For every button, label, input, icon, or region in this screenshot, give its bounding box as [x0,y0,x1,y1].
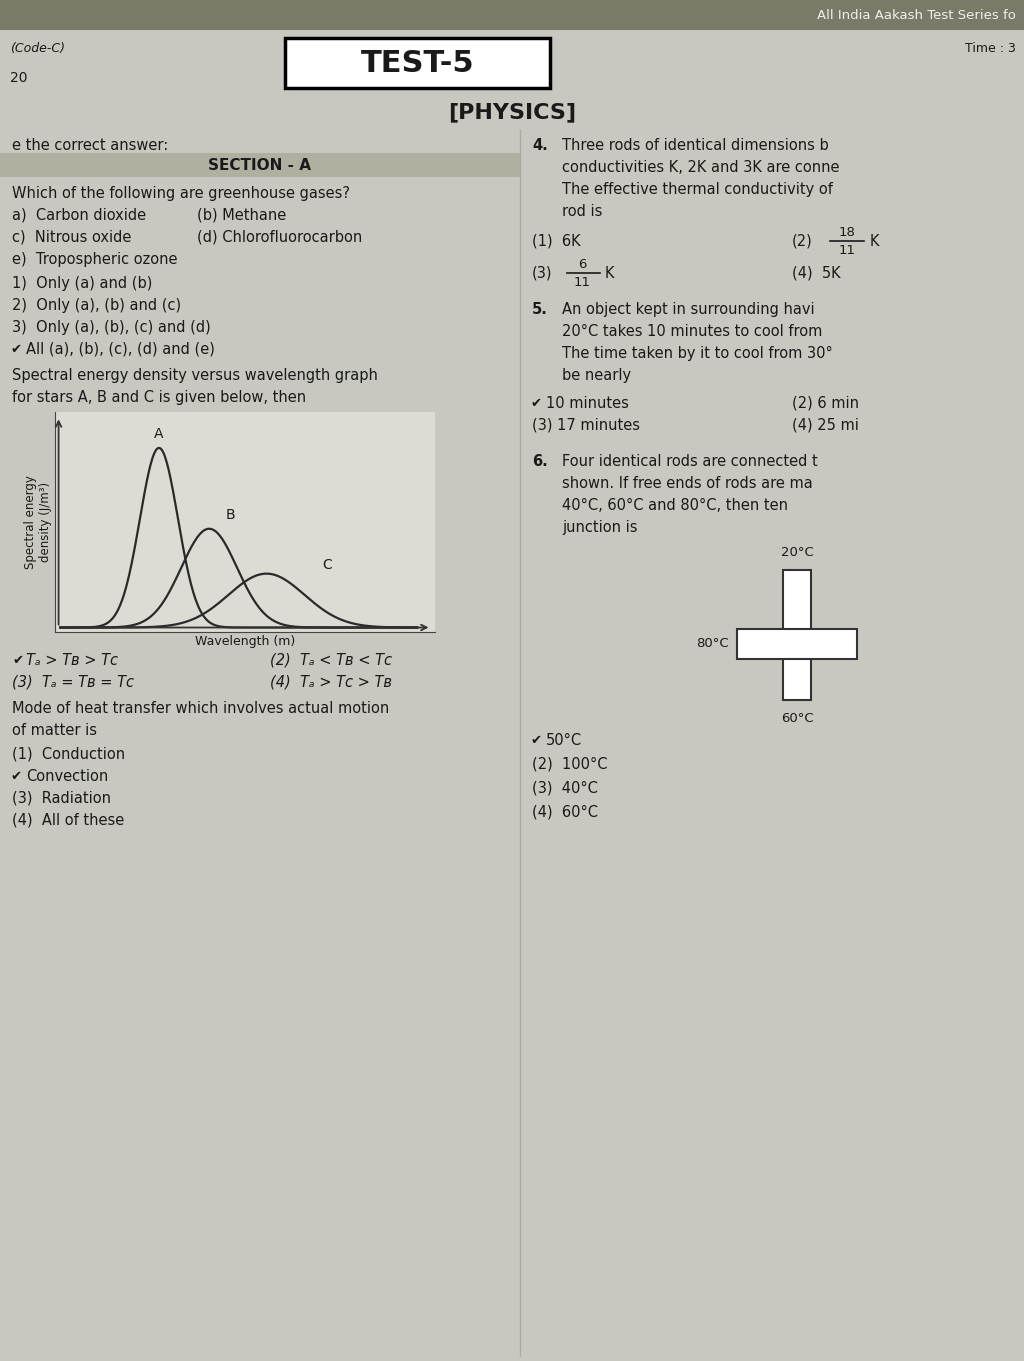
Text: Which of the following are greenhouse gases?: Which of the following are greenhouse ga… [12,185,350,200]
Text: Four identical rods are connected t: Four identical rods are connected t [562,453,818,468]
Text: (2)  100°C: (2) 100°C [532,757,607,772]
Text: 2)  Only (a), (b) and (c): 2) Only (a), (b) and (c) [12,298,181,313]
Text: e)  Tropospheric ozone: e) Tropospheric ozone [12,252,177,267]
Text: The time taken by it to cool from 30°: The time taken by it to cool from 30° [562,346,833,361]
Text: All (a), (b), (c), (d) and (e): All (a), (b), (c), (d) and (e) [26,342,215,357]
Text: 60°C: 60°C [781,712,813,724]
Text: (3)  40°C: (3) 40°C [532,780,598,795]
Text: (4)  60°C: (4) 60°C [532,804,598,819]
Text: shown. If free ends of rods are ma: shown. If free ends of rods are ma [562,475,813,490]
Text: 20°C: 20°C [781,546,814,558]
Text: (4) 25 mi: (4) 25 mi [792,418,859,433]
Text: (3): (3) [532,265,553,280]
Text: (1)  6K: (1) 6K [532,234,581,249]
Text: C: C [323,558,333,572]
Text: 18: 18 [839,226,855,238]
Text: TEST-5: TEST-5 [360,49,474,78]
Text: (1)  Conduction: (1) Conduction [12,746,125,762]
Text: 20: 20 [10,71,28,84]
Text: K: K [870,234,880,249]
Bar [0,0,1024,30]
Text: 50°C: 50°C [546,732,582,747]
Text: 11: 11 [839,244,855,256]
Text: Time : 3: Time : 3 [966,41,1016,54]
Text: ✔: ✔ [530,734,541,746]
Text: ✔: ✔ [530,396,541,410]
Text: Tₐ > Tв > Tᴄ: Tₐ > Tв > Tᴄ [26,652,118,667]
Text: e the correct answer:: e the correct answer: [12,137,168,152]
Text: Convection: Convection [26,769,109,784]
Text: (2): (2) [792,234,813,249]
Text: ✔: ✔ [10,769,22,783]
Text: 20°C takes 10 minutes to cool from: 20°C takes 10 minutes to cool from [562,324,822,339]
Text: 6: 6 [578,257,586,271]
X-axis label: Wavelength (m): Wavelength (m) [195,634,295,648]
Text: [PHYSICS]: [PHYSICS] [447,102,577,122]
Text: 11: 11 [573,275,591,289]
Text: Mode of heat transfer which involves actual motion: Mode of heat transfer which involves act… [12,701,389,716]
Text: 10 minutes: 10 minutes [546,396,629,411]
Text: junction is: junction is [562,520,638,535]
Text: An object kept in surrounding havi: An object kept in surrounding havi [562,302,815,317]
Text: 40°C, 60°C and 80°C, then ten: 40°C, 60°C and 80°C, then ten [562,498,788,513]
Text: (b) Methane: (b) Methane [197,207,287,222]
Text: 5.: 5. [532,302,548,317]
Text: ✔: ✔ [10,343,22,355]
Text: (2)  Tₐ < Tв < Tᴄ: (2) Tₐ < Tв < Tᴄ [270,652,392,667]
Text: a)  Carbon dioxide: a) Carbon dioxide [12,207,146,222]
Text: of matter is: of matter is [12,723,97,738]
Text: (4)  All of these: (4) All of these [12,813,124,827]
Bar [737,629,857,659]
Text: B: B [226,509,236,523]
Text: 6.: 6. [532,453,548,468]
Text: (3)  Tₐ = Tв = Tᴄ: (3) Tₐ = Tв = Tᴄ [12,675,134,690]
Text: c)  Nitrous oxide: c) Nitrous oxide [12,230,131,245]
Text: Three rods of identical dimensions b: Three rods of identical dimensions b [562,137,828,152]
Text: (2) 6 min: (2) 6 min [792,396,859,411]
Text: (Code-C): (Code-C) [10,41,65,54]
Text: 1)  Only (a) and (b): 1) Only (a) and (b) [12,275,153,290]
Text: K: K [605,265,614,280]
Text: (4)  Tₐ > Tᴄ > Tв: (4) Tₐ > Tᴄ > Tв [270,675,392,690]
Text: 4.: 4. [532,137,548,152]
Text: All India Aakash Test Series fo: All India Aakash Test Series fo [817,8,1016,22]
Text: (d) Chlorofluorocarbon: (d) Chlorofluorocarbon [197,230,362,245]
Text: be nearly: be nearly [562,367,631,382]
Y-axis label: Spectral energy
density (J/m³): Spectral energy density (J/m³) [25,475,52,569]
Bar [783,570,811,700]
Text: (3)  Radiation: (3) Radiation [12,791,111,806]
Text: rod is: rod is [562,204,602,219]
Text: (3) 17 minutes: (3) 17 minutes [532,418,640,433]
Text: 3)  Only (a), (b), (c) and (d): 3) Only (a), (b), (c) and (d) [12,320,211,335]
Text: conductivities K, 2K and 3K are conne: conductivities K, 2K and 3K are conne [562,159,840,174]
Text: The effective thermal conductivity of: The effective thermal conductivity of [562,181,833,196]
Text: (4)  5K: (4) 5K [792,265,841,280]
Text: SECTION - A: SECTION - A [209,158,311,173]
Text: for stars A, B and C is given below, then: for stars A, B and C is given below, the… [12,389,306,404]
Bar [0,152,520,177]
Text: 80°C: 80°C [696,637,729,651]
Text: ✔: ✔ [12,653,24,667]
Text: Spectral energy density versus wavelength graph: Spectral energy density versus wavelengt… [12,367,378,382]
Bar [285,38,550,88]
Text: A: A [155,427,164,441]
